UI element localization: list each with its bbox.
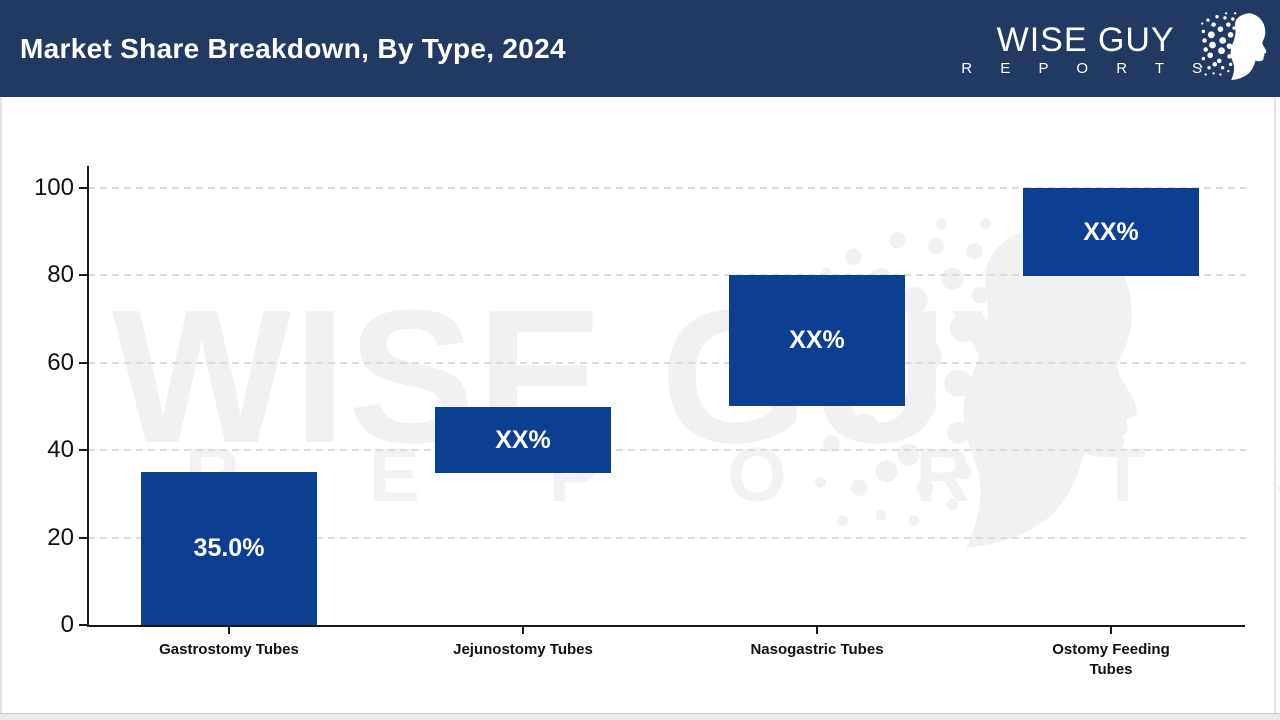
x-tick-mark <box>228 627 230 634</box>
bar-value-label: XX% <box>789 326 845 354</box>
y-tick-mark <box>79 449 88 451</box>
y-tick-label: 20 <box>47 524 74 551</box>
bar-segment: 35.0% <box>141 472 317 625</box>
y-axis-line <box>87 166 89 627</box>
x-tick-mark <box>1110 627 1112 634</box>
x-category-label: Jejunostomy Tubes <box>453 641 593 658</box>
x-tick-mark <box>522 627 524 634</box>
gridline <box>88 274 1246 276</box>
y-tick-mark <box>79 274 88 276</box>
header-bar: Market Share Breakdown, By Type, 2024 WI… <box>0 0 1280 97</box>
y-tick-label: 60 <box>47 349 74 376</box>
dotted-head-logo-icon <box>1200 11 1267 80</box>
x-axis-line <box>87 625 1245 627</box>
y-tick-label: 80 <box>47 261 74 288</box>
x-category-label: Nasogastric Tubes <box>750 641 884 658</box>
y-tick-mark <box>79 624 88 626</box>
y-tick-label: 40 <box>47 436 74 463</box>
x-category-label: Ostomy Feeding Tubes <box>1052 641 1170 679</box>
y-tick-mark <box>79 537 88 539</box>
bar-segment: XX% <box>1023 188 1199 276</box>
y-tick-mark <box>79 362 88 364</box>
y-tick-label: 100 <box>33 174 74 201</box>
bar-segment: XX% <box>435 407 611 473</box>
x-tick-mark <box>816 627 818 634</box>
x-category-label: Gastrostomy Tubes <box>159 641 299 658</box>
page-title: Market Share Breakdown, By Type, 2024 <box>20 32 566 64</box>
y-tick-label: 0 <box>60 611 74 638</box>
gridline <box>88 362 1246 364</box>
brand-subname: R E P O R T S <box>961 60 1214 77</box>
bar-value-label: 35.0% <box>193 534 265 562</box>
gridline <box>88 537 1246 539</box>
brand-name: WISE GUY <box>996 21 1175 59</box>
bar-segment: XX% <box>729 275 905 406</box>
bar-value-label: XX% <box>495 425 551 454</box>
brand-logo-text: WISE GUY R E P O R T S <box>957 23 1214 76</box>
brand-logo: WISE GUY R E P O R T S <box>957 0 1270 97</box>
gridline <box>88 449 1246 451</box>
bar-value-label: XX% <box>1083 217 1139 246</box>
y-tick-mark <box>79 187 88 189</box>
gridline <box>88 187 1246 189</box>
bottom-border-strip <box>0 713 1280 720</box>
